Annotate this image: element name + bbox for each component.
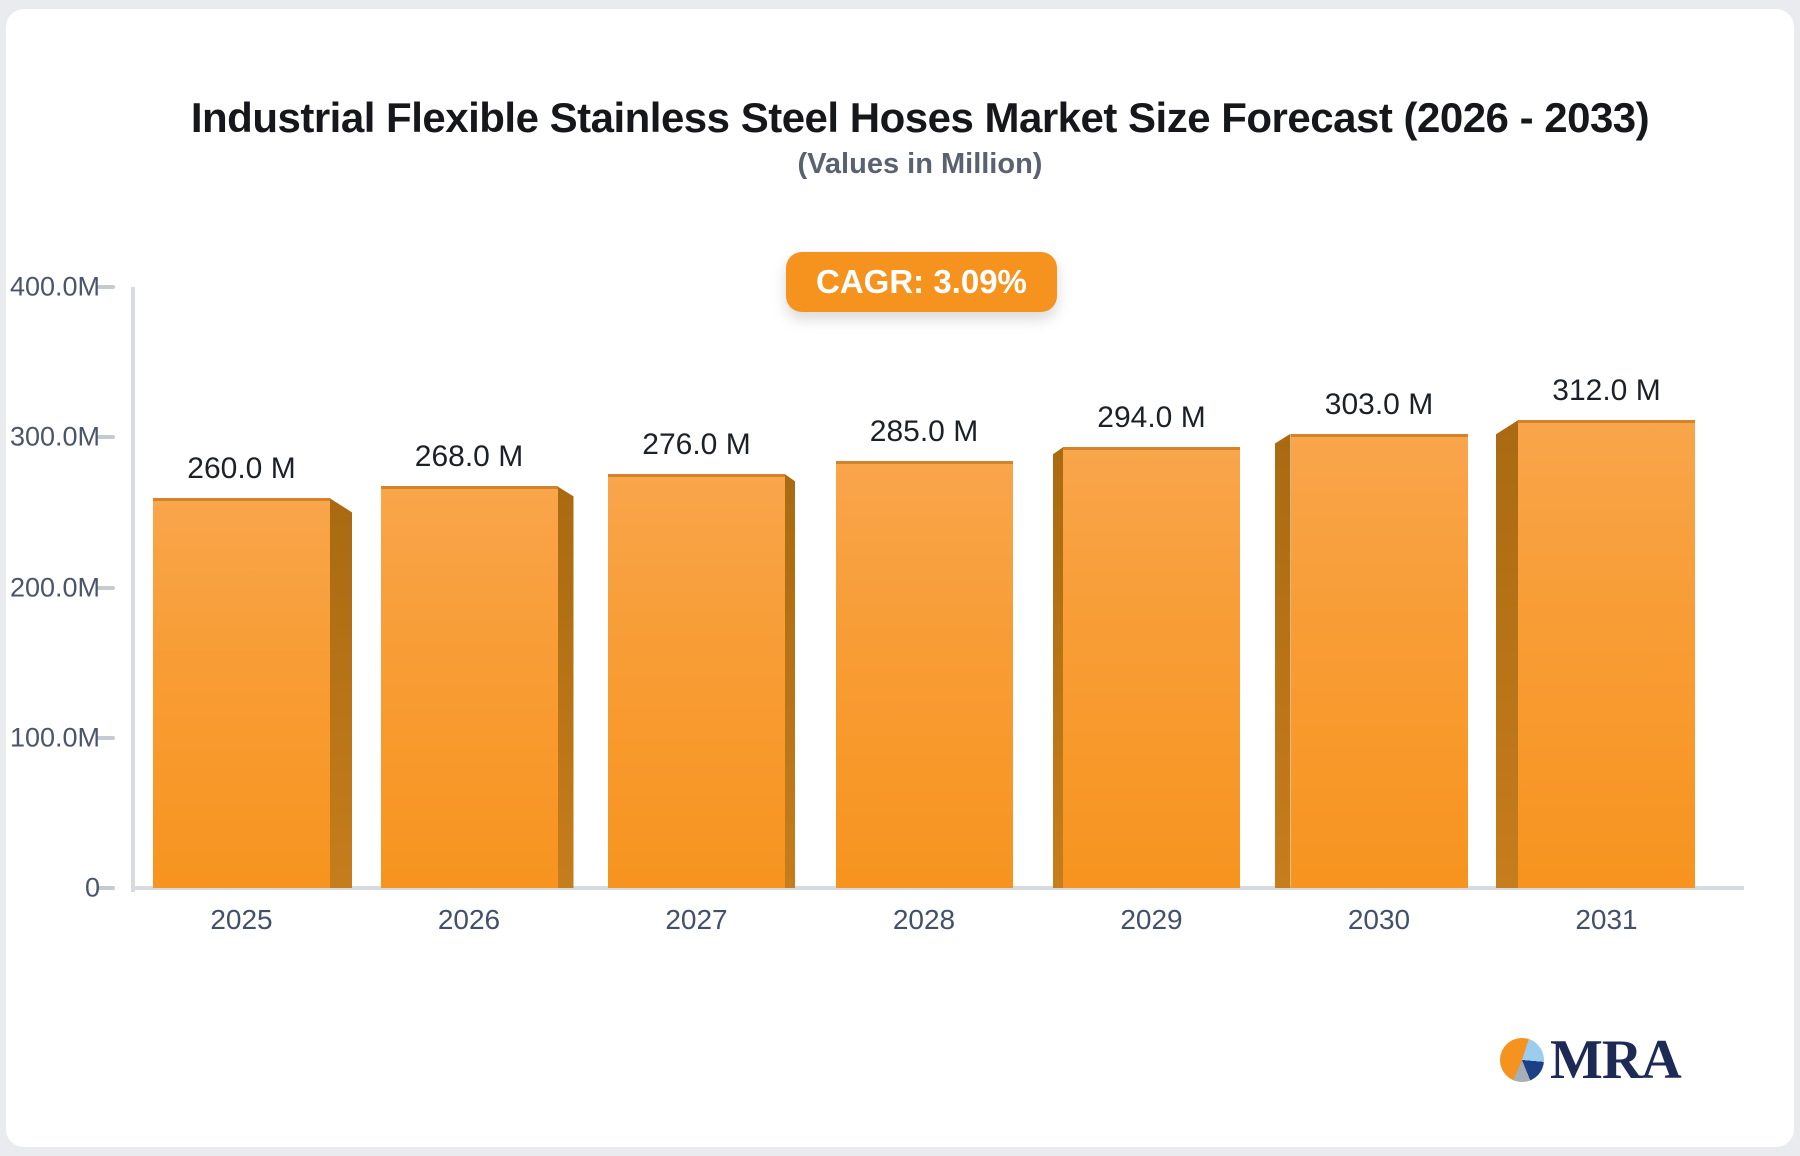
bar-value-label-2027: 276.0 M (642, 428, 751, 462)
y-tick-label: 0 (84, 872, 100, 903)
cagr-badge: CAGR: 3.09% (786, 252, 1057, 312)
x-tick-label-2026: 2026 (437, 904, 501, 935)
bar-value-label-2031: 312.0 M (1552, 374, 1661, 408)
x-tick-label-2027: 2027 (665, 904, 728, 935)
bar-2026[interactable] (380, 486, 558, 888)
chart-subtitle: (Values in Million) (797, 148, 1043, 180)
bar-value-label-2029: 294.0 M (1097, 401, 1206, 435)
bar-value-label-2026: 268.0 M (414, 440, 524, 474)
bar-value-label-2028: 285.0 M (869, 414, 979, 448)
bar-2027[interactable] (608, 474, 785, 888)
pie-chart-logo-icon (1500, 1038, 1544, 1082)
bar-2028[interactable] (835, 460, 1013, 888)
brand-logo: MRA (1500, 1029, 1682, 1091)
y-tick-mark (97, 886, 115, 890)
x-tick-label-2030: 2030 (1347, 904, 1411, 935)
bar-2030[interactable] (1290, 433, 1468, 888)
bar-3d-side-2026 (557, 486, 574, 888)
y-tick-mark (97, 585, 115, 590)
bar-2025[interactable] (153, 498, 330, 888)
bar-2029[interactable] (1063, 447, 1240, 888)
y-tick-label: 200.0M (9, 572, 100, 602)
y-tick-mark (97, 735, 115, 740)
x-axis-line (131, 886, 1744, 890)
bar-value-label-2025: 260.0 M (187, 452, 296, 486)
bar-3d-side-2031 (1496, 420, 1518, 888)
y-tick-mark (97, 435, 115, 440)
bar-3d-side-2025 (330, 498, 352, 888)
bar-3d-side-2027 (785, 474, 795, 888)
brand-logo-text: MRA (1550, 1029, 1682, 1091)
y-tick-label: 100.0M (9, 722, 100, 753)
y-axis-line (131, 287, 135, 892)
bar-3d-side-2030 (1274, 433, 1291, 888)
x-tick-label-2028: 2028 (892, 904, 956, 935)
x-tick-label-2025: 2025 (210, 904, 273, 935)
bar-3d-side-2029 (1053, 447, 1063, 888)
bar-value-label-2030: 303.0 M (1324, 387, 1434, 421)
x-tick-label-2029: 2029 (1120, 904, 1183, 935)
y-tick-mark (97, 285, 115, 289)
bar-2031[interactable] (1518, 420, 1695, 888)
x-tick-label-2031: 2031 (1575, 904, 1638, 935)
chart-title: Industrial Flexible Stainless Steel Hose… (190, 94, 1650, 141)
y-tick-label: 300.0M (9, 421, 100, 452)
y-tick-label: 400.0M (9, 271, 100, 302)
